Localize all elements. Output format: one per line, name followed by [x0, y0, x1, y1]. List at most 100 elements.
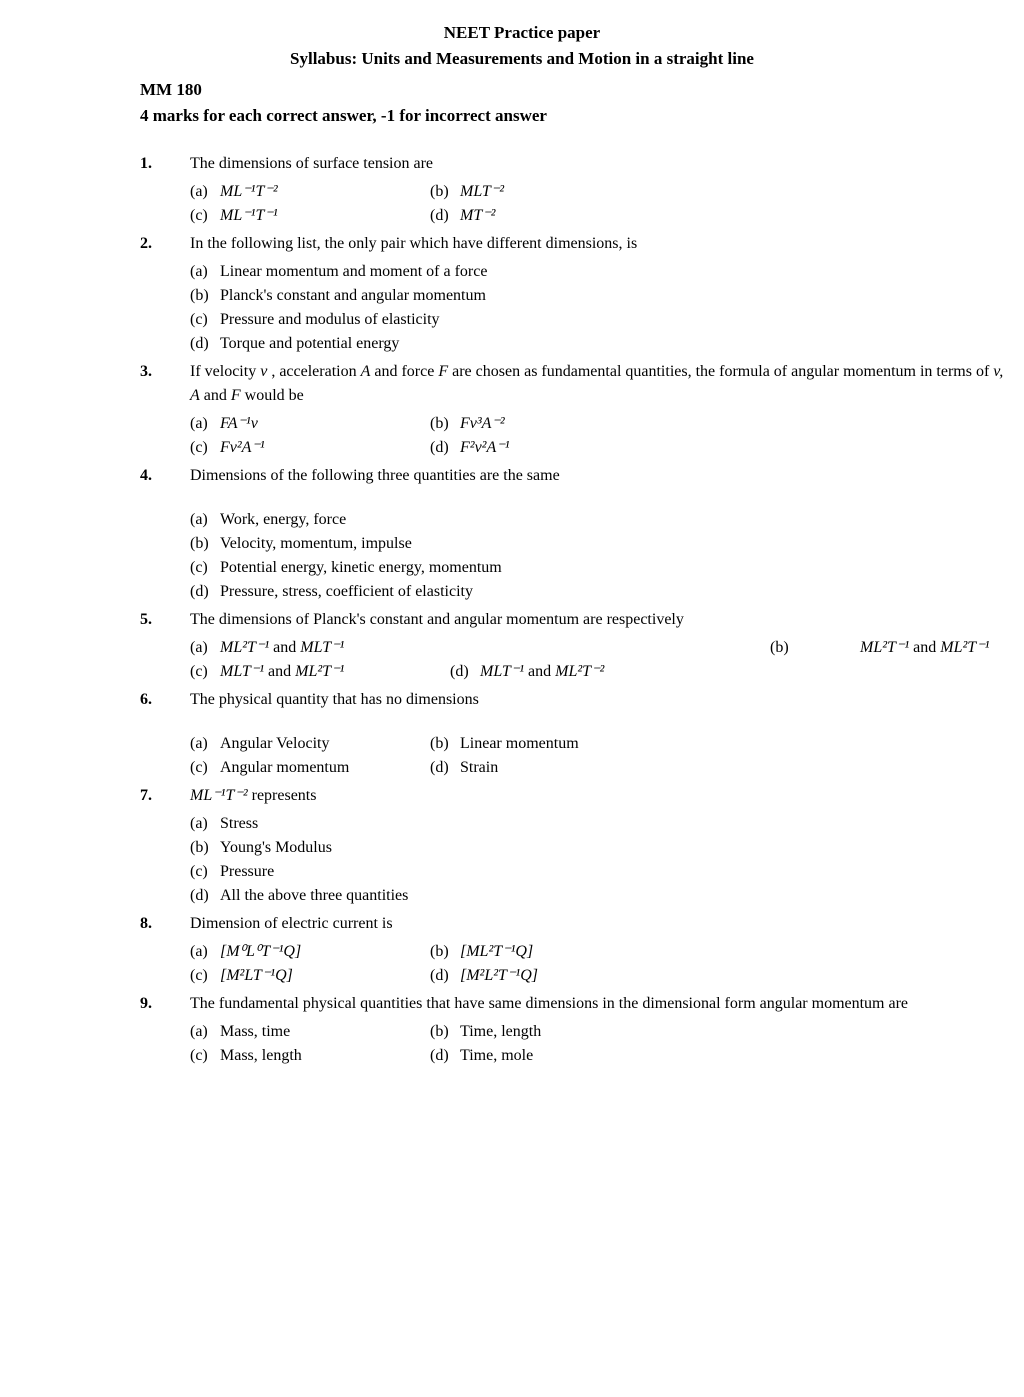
- option-text: ML⁻¹T⁻¹: [220, 204, 278, 228]
- option-label: (c): [190, 436, 220, 460]
- option-text: Pressure: [220, 860, 274, 884]
- option-text: Potential energy, kinetic energy, moment…: [220, 556, 502, 580]
- option-label: (c): [190, 204, 220, 228]
- option-text: Strain: [460, 756, 498, 780]
- option-label: (c): [190, 860, 220, 884]
- option-text: ML²T⁻¹ and ML²T⁻¹: [860, 636, 989, 660]
- option-label: (d): [430, 964, 460, 988]
- option-text: Time, length: [460, 1020, 541, 1044]
- option-text: ML⁻¹T⁻²: [220, 180, 278, 204]
- option-label: (c): [190, 556, 220, 580]
- option-label: (d): [430, 756, 460, 780]
- question-1: 1. The dimensions of surface tension are…: [40, 152, 1004, 228]
- option-label: (a): [190, 508, 220, 532]
- option-text: MT⁻²: [460, 204, 495, 228]
- option-text: Angular momentum: [220, 756, 349, 780]
- option-label: (d): [430, 204, 460, 228]
- question-2: 2. In the following list, the only pair …: [40, 232, 1004, 356]
- paper-title: NEET Practice paper: [40, 20, 1004, 46]
- question-text: If velocity v , acceleration A and force…: [190, 360, 1004, 408]
- option-text: All the above three quantities: [220, 884, 408, 908]
- option-text: FA⁻¹v: [220, 412, 258, 436]
- option-text: [M²LT⁻¹Q]: [220, 964, 293, 988]
- option-label: (b): [430, 940, 460, 964]
- question-5: 5. The dimensions of Planck's constant a…: [40, 608, 1004, 684]
- option-label: (a): [190, 732, 220, 756]
- option-label: (c): [190, 964, 220, 988]
- option-label: (a): [190, 1020, 220, 1044]
- option-label: (a): [190, 260, 220, 284]
- option-text: Pressure, stress, coefficient of elastic…: [220, 580, 473, 604]
- option-label: (d): [430, 1044, 460, 1068]
- option-text: Young's Modulus: [220, 836, 332, 860]
- question-text: The dimensions of Planck's constant and …: [190, 608, 1010, 632]
- option-text: [ML²T⁻¹Q]: [460, 940, 533, 964]
- option-text: Fv²A⁻¹: [220, 436, 265, 460]
- option-text: Mass, time: [220, 1020, 290, 1044]
- question-text: Dimensions of the following three quanti…: [190, 464, 1004, 488]
- option-label: (b): [430, 732, 460, 756]
- option-text: Planck's constant and angular momentum: [220, 284, 486, 308]
- question-9: 9. The fundamental physical quantities t…: [40, 992, 1004, 1068]
- option-label: (b): [190, 532, 220, 556]
- question-number: 7.: [140, 784, 190, 908]
- option-text: Work, energy, force: [220, 508, 346, 532]
- option-text: F²v²A⁻¹: [460, 436, 509, 460]
- question-text: Dimension of electric current is: [190, 912, 1004, 936]
- question-number: 6.: [140, 688, 190, 780]
- option-text: Pressure and modulus of elasticity: [220, 308, 440, 332]
- question-4: 4. Dimensions of the following three qua…: [40, 464, 1004, 604]
- question-number: 9.: [140, 992, 190, 1068]
- option-label: (c): [190, 756, 220, 780]
- option-label: (a): [190, 812, 220, 836]
- paper-syllabus: Syllabus: Units and Measurements and Mot…: [40, 46, 1004, 72]
- option-text: Stress: [220, 812, 258, 836]
- option-label: (a): [190, 636, 220, 660]
- question-6: 6. The physical quantity that has no dim…: [40, 688, 1004, 780]
- option-label: (c): [190, 660, 220, 684]
- option-text: Mass, length: [220, 1044, 302, 1068]
- option-text: Time, mole: [460, 1044, 533, 1068]
- question-number: 1.: [140, 152, 190, 228]
- option-label: (b): [430, 1020, 460, 1044]
- question-3: 3. If velocity v , acceleration A and fo…: [40, 360, 1004, 460]
- question-text: ML⁻¹T⁻² represents: [190, 784, 1004, 808]
- question-text: The fundamental physical quantities that…: [190, 992, 1004, 1016]
- option-label: (b): [770, 636, 860, 660]
- question-number: 2.: [140, 232, 190, 356]
- option-label: (b): [190, 836, 220, 860]
- question-number: 8.: [140, 912, 190, 988]
- option-text: MLT⁻¹ and ML²T⁻²: [480, 660, 604, 684]
- option-label: (d): [190, 332, 220, 356]
- option-text: Linear momentum and moment of a force: [220, 260, 487, 284]
- option-label: (b): [190, 284, 220, 308]
- option-text: Velocity, momentum, impulse: [220, 532, 412, 556]
- option-text: MLT⁻²: [460, 180, 504, 204]
- option-text: [M⁰L⁰T⁻¹Q]: [220, 940, 301, 964]
- option-label: (b): [430, 412, 460, 436]
- marking-scheme: 4 marks for each correct answer, -1 for …: [140, 103, 1004, 129]
- option-text: [M²L²T⁻¹Q]: [460, 964, 538, 988]
- option-text: MLT⁻¹ and ML²T⁻¹: [220, 660, 344, 684]
- option-label: (d): [430, 436, 460, 460]
- question-7: 7. ML⁻¹T⁻² represents (a)Stress (b)Young…: [40, 784, 1004, 908]
- option-text: Fv³A⁻²: [460, 412, 505, 436]
- option-text: Angular Velocity: [220, 732, 329, 756]
- option-label: (a): [190, 180, 220, 204]
- question-text: The dimensions of surface tension are: [190, 152, 1004, 176]
- option-label: (a): [190, 412, 220, 436]
- option-label: (b): [430, 180, 460, 204]
- question-number: 5.: [140, 608, 190, 684]
- option-text: Linear momentum: [460, 732, 579, 756]
- question-number: 4.: [140, 464, 190, 604]
- option-label: (d): [450, 660, 480, 684]
- question-text: In the following list, the only pair whi…: [190, 232, 1004, 256]
- option-label: (a): [190, 940, 220, 964]
- option-label: (d): [190, 580, 220, 604]
- option-label: (d): [190, 884, 220, 908]
- option-label: (c): [190, 1044, 220, 1068]
- option-text: Torque and potential energy: [220, 332, 399, 356]
- question-8: 8. Dimension of electric current is (a)[…: [40, 912, 1004, 988]
- question-number: 3.: [140, 360, 190, 460]
- max-marks: MM 180: [140, 77, 1004, 103]
